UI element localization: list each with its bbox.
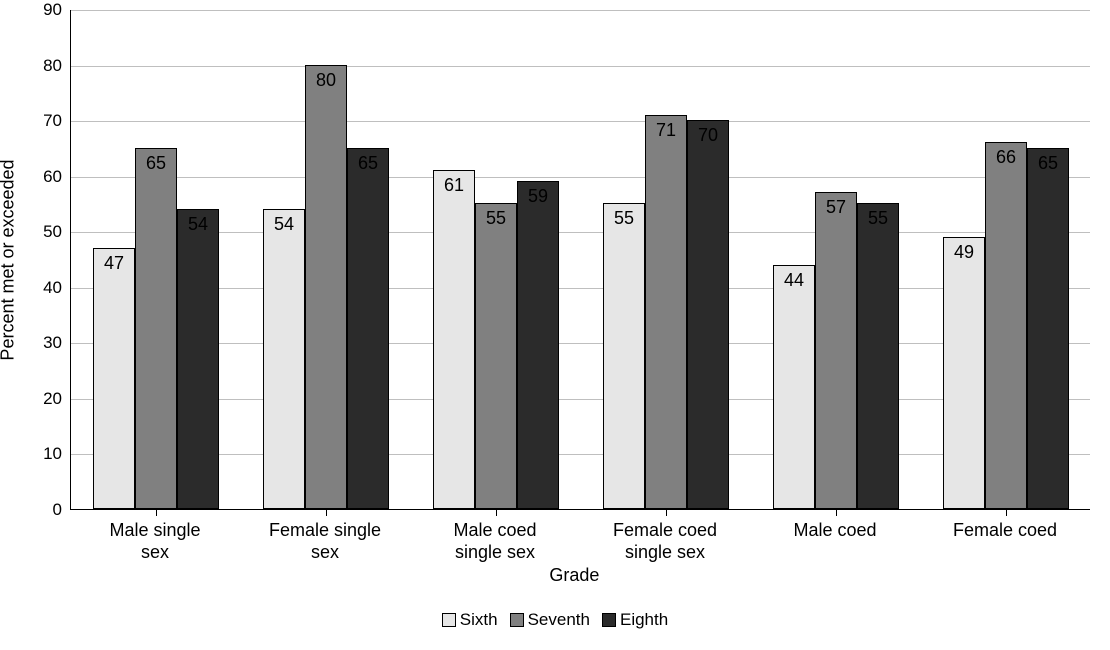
bar-value-label: 65 [1028, 153, 1068, 174]
chart-container: Percent met or exceeded 4765545480656155… [0, 0, 1110, 650]
x-category-label: Male singlesex [70, 520, 240, 563]
bar: 66 [985, 142, 1027, 509]
bar: 65 [1027, 148, 1069, 509]
legend-item: Seventh [510, 610, 590, 630]
bar-value-label: 66 [986, 147, 1026, 168]
bar-value-label: 55 [858, 208, 898, 229]
bar: 71 [645, 115, 687, 509]
bar: 55 [603, 203, 645, 509]
bar: 47 [93, 248, 135, 509]
x-tick [156, 509, 157, 516]
bar-value-label: 59 [518, 186, 558, 207]
x-tick [836, 509, 837, 516]
y-tick-label: 50 [22, 222, 62, 242]
legend-swatch [510, 613, 524, 627]
y-tick-label: 80 [22, 56, 62, 76]
y-tick-label: 40 [22, 278, 62, 298]
legend-label: Sixth [460, 610, 498, 629]
bar: 49 [943, 237, 985, 509]
bar-value-label: 70 [688, 125, 728, 146]
bar-value-label: 80 [306, 70, 346, 91]
bar: 65 [135, 148, 177, 509]
x-tick [1006, 509, 1007, 516]
bar: 55 [475, 203, 517, 509]
bar: 70 [687, 120, 729, 509]
bar: 54 [263, 209, 305, 509]
bar-value-label: 47 [94, 253, 134, 274]
bar-group: 47 65 54 [71, 10, 241, 509]
bar-group: 44 5755 [751, 10, 921, 509]
x-axis-label: Grade [549, 565, 599, 586]
y-tick-label: 20 [22, 389, 62, 409]
x-category-label: Female coed [920, 520, 1090, 542]
y-tick-label: 60 [22, 167, 62, 187]
bar-value-label: 65 [136, 153, 176, 174]
bar: 57 [815, 192, 857, 509]
bar: 44 [773, 265, 815, 509]
bar-value-label: 49 [944, 242, 984, 263]
y-tick-label: 0 [22, 500, 62, 520]
x-tick [666, 509, 667, 516]
x-category-label: Female coedsingle sex [580, 520, 750, 563]
legend-item: Sixth [442, 610, 498, 630]
y-axis-label: Percent met or exceeded [0, 159, 19, 360]
x-category-label: Male coedsingle sex [410, 520, 580, 563]
bar-value-label: 55 [476, 208, 516, 229]
bar: 80 [305, 65, 347, 509]
bar: 65 [347, 148, 389, 509]
bar-value-label: 54 [264, 214, 304, 235]
legend-swatch [602, 613, 616, 627]
x-category-label: Male coed [750, 520, 920, 542]
x-category-label: Female singlesex [240, 520, 410, 563]
y-tick-label: 30 [22, 333, 62, 353]
bar: 59 [517, 181, 559, 509]
bar-value-label: 61 [434, 175, 474, 196]
legend-item: Eighth [602, 610, 668, 630]
bar-value-label: 44 [774, 270, 814, 291]
bar-value-label: 54 [178, 214, 218, 235]
legend: Sixth Seventh Eighth [0, 610, 1110, 630]
x-tick [496, 509, 497, 516]
bar: 55 [857, 203, 899, 509]
bar-group: 55 7170 [581, 10, 751, 509]
plot-area: 476554548065615559557170445755496665 [70, 10, 1090, 510]
y-tick-label: 10 [22, 444, 62, 464]
bar-value-label: 55 [604, 208, 644, 229]
bar-group: 615559 [411, 10, 581, 509]
y-tick-label: 70 [22, 111, 62, 131]
legend-label: Eighth [620, 610, 668, 629]
y-tick-label: 90 [22, 0, 62, 20]
x-tick [326, 509, 327, 516]
bar: 54 [177, 209, 219, 509]
bar-value-label: 65 [348, 153, 388, 174]
bar-group: 49 6665 [921, 10, 1091, 509]
bar-value-label: 57 [816, 197, 856, 218]
legend-label: Seventh [528, 610, 590, 629]
bar: 61 [433, 170, 475, 509]
bar-value-label: 71 [646, 120, 686, 141]
bar-group: 54 80 65 [241, 10, 411, 509]
legend-swatch [442, 613, 456, 627]
